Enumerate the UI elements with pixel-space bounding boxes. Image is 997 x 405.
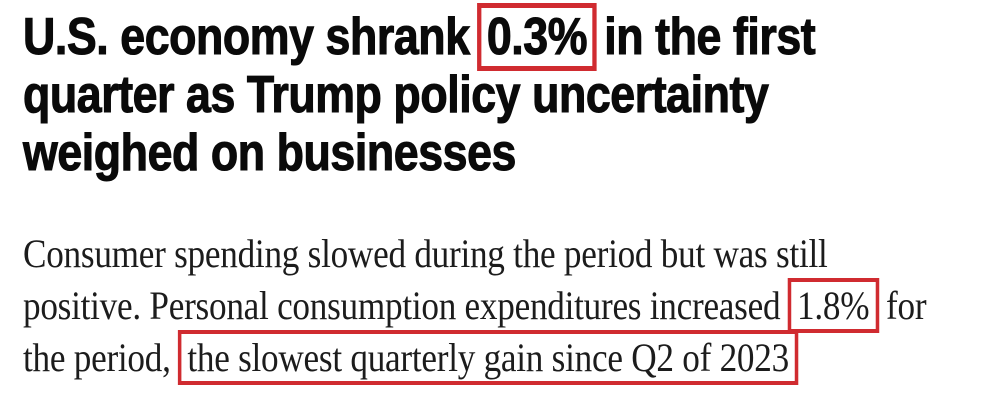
body-line-3: the period, the slowest quarterly gain si… [23,330,997,385]
article-paragraph: Consumer spending slowed during the peri… [23,228,997,385]
headline-text: in the first [604,7,816,66]
article-headline: U.S. economy shrank 0.3% in the first quart… [23,3,997,183]
body-line-2: positive. Personal consumption expenditu… [23,278,997,333]
highlight-box-pce-increase: 1.8% [787,278,879,333]
headline-line-1: U.S. economy shrank 0.3% in the first [23,3,997,71]
body-text: the period, [23,335,171,380]
highlight-box-slowest-gain: the slowest quarterly gain since Q2 of 2… [177,330,799,385]
highlight-box-gdp-decline: 0.3% [477,3,597,71]
headline-text: U.S. economy shrank [23,7,471,66]
body-text: positive. Personal consumption expenditu… [23,283,781,328]
body-text: for [886,283,927,328]
headline-line-3: weighed on businesses [23,123,517,182]
headline-line-2: quarter as Trump policy uncertainty [23,65,770,124]
body-line-1: Consumer spending slowed during the peri… [23,231,828,276]
